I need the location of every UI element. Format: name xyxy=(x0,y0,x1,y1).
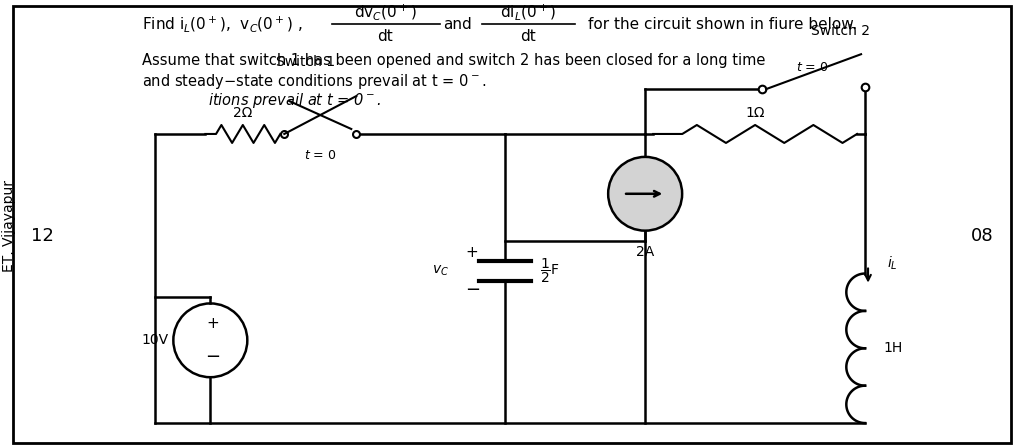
Circle shape xyxy=(608,157,682,231)
Text: +: + xyxy=(206,316,219,331)
Text: dt: dt xyxy=(378,29,393,44)
Text: ET, Vijayapur: ET, Vijayapur xyxy=(2,180,16,272)
Text: +: + xyxy=(466,245,478,260)
Text: −: − xyxy=(465,282,480,299)
Text: $v_C$: $v_C$ xyxy=(432,263,450,278)
Text: 12: 12 xyxy=(31,227,54,245)
Text: $\dfrac{1}{2}$F: $\dfrac{1}{2}$F xyxy=(541,256,560,285)
Text: $i_L$: $i_L$ xyxy=(887,255,898,272)
Text: Find i$_L$(0$^+$),  v$_C$(0$^+$) ,: Find i$_L$(0$^+$), v$_C$(0$^+$) , xyxy=(142,14,303,34)
Text: Switch 2: Switch 2 xyxy=(811,24,870,38)
Text: and steady$-$state conditions prevail at t = 0$^-$.: and steady$-$state conditions prevail at… xyxy=(142,72,486,91)
Text: 2Ω: 2Ω xyxy=(233,106,253,120)
Text: Assume that switch 1 has been opened and switch 2 has been closed for a long tim: Assume that switch 1 has been opened and… xyxy=(142,53,766,68)
Text: dt: dt xyxy=(520,29,537,44)
Text: 08: 08 xyxy=(971,227,993,245)
Text: $t$ = 0: $t$ = 0 xyxy=(304,150,337,162)
Text: Switch 1: Switch 1 xyxy=(275,55,335,69)
Text: dv$_C$(0$^+$): dv$_C$(0$^+$) xyxy=(354,3,417,22)
Text: $t$ = 0: $t$ = 0 xyxy=(796,61,828,74)
Text: 1H: 1H xyxy=(883,341,902,355)
Text: 1Ω: 1Ω xyxy=(745,106,765,120)
Text: 2A: 2A xyxy=(636,245,654,259)
Text: and: and xyxy=(442,17,472,32)
Text: 10V: 10V xyxy=(141,333,168,348)
Text: for the circuit shown in fiure below.: for the circuit shown in fiure below. xyxy=(588,17,857,32)
Text: di$_L$(0$^+$): di$_L$(0$^+$) xyxy=(500,3,556,22)
Text: −: − xyxy=(205,348,220,366)
Text: itions prevail at $t$ = 0$^-$.: itions prevail at $t$ = 0$^-$. xyxy=(208,91,381,109)
